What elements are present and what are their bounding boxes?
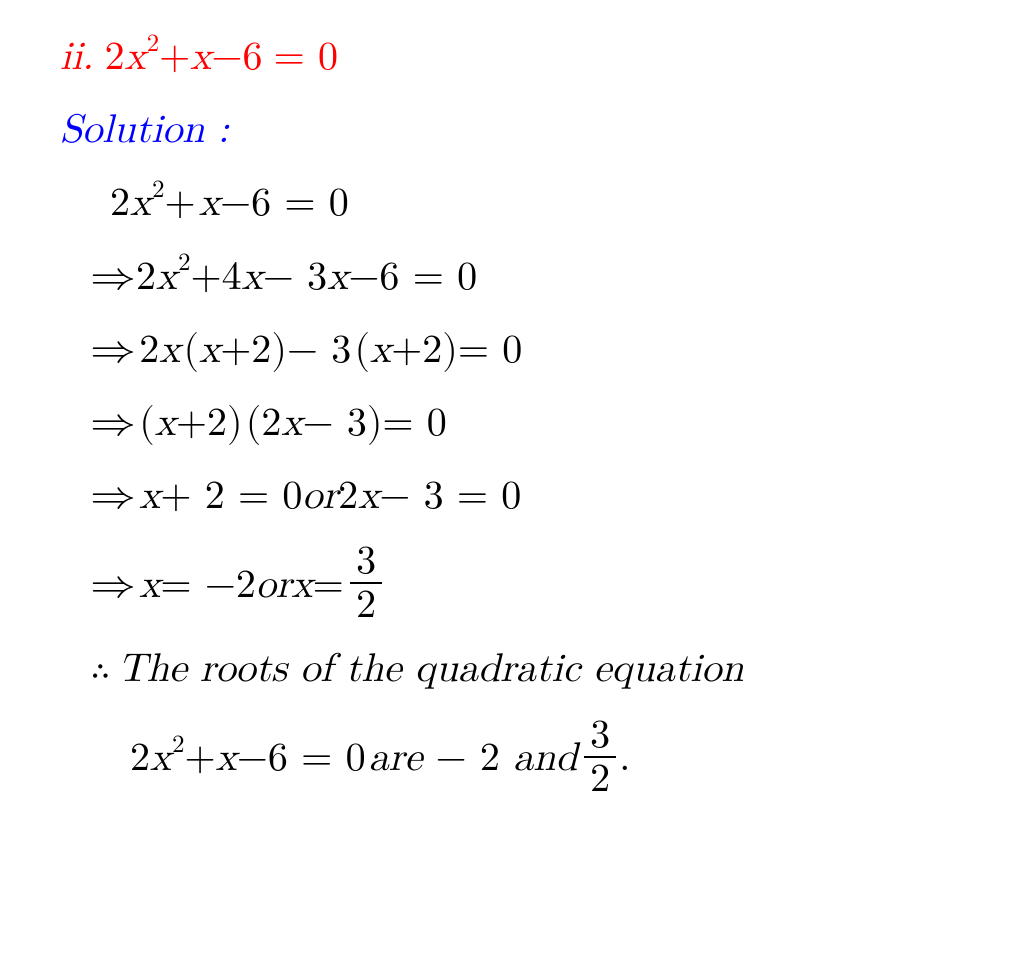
var-x-b: x <box>190 30 211 85</box>
problem-line: ii. 2 x 2 + x − 6 = 0 <box>60 30 1024 85</box>
solution-label-row: Solution : <box>60 103 1024 158</box>
s4-d: = 0 <box>382 396 446 451</box>
s1-a: 2 <box>110 176 130 231</box>
implies-icon: ⇒ <box>90 250 136 305</box>
s5-x1: x <box>139 469 160 524</box>
s4-c2: − 3 <box>302 396 366 451</box>
coef-a: 2 <box>105 30 125 85</box>
s6-x1: x <box>139 558 160 613</box>
step-4: ⇒ ( x +2 ) ( 2 x − 3 ) = 0 <box>60 396 1024 451</box>
exp-2: 2 <box>147 27 159 61</box>
step-1: 2 x 2 + x −6 = 0 <box>60 176 1024 231</box>
minus: − <box>211 30 242 85</box>
c-x: x <box>150 731 171 786</box>
const-c: 6 <box>242 30 262 85</box>
solution-label: Solution : <box>60 103 229 158</box>
s3-b: x <box>199 323 220 378</box>
s4-p4: ) <box>367 396 383 451</box>
s2-bx: x <box>242 250 263 305</box>
s2-cx: x <box>327 250 348 305</box>
s2-d: −6 = 0 <box>348 250 477 305</box>
step-3: ⇒ 2 2x x ( x +2 ) − 3 ( x +2 ) = 0 <box>60 323 1024 378</box>
frac-den: 2 <box>350 582 382 626</box>
s3-f: +2 <box>391 323 442 378</box>
c-plus: + <box>185 731 216 786</box>
s4-p3: ( <box>246 396 262 451</box>
fraction-3-2: 3 2 <box>350 540 382 626</box>
s4-a: x <box>155 396 176 451</box>
s5-a: + 2 = 0 <box>160 469 302 524</box>
s4-p1: ( <box>139 396 155 451</box>
s2-x: x <box>156 250 177 305</box>
s3-d: − 3 <box>287 323 351 378</box>
s2-c: − 3 <box>263 250 327 305</box>
problem-label: ii. <box>60 30 93 85</box>
c-dot: . <box>619 731 630 786</box>
frac-den-b: 2 <box>584 756 616 800</box>
s3-x: x <box>159 323 180 378</box>
s5-bx: x <box>358 469 379 524</box>
s3-p2: ) <box>271 323 287 378</box>
implies-icon: ⇒ <box>90 323 136 378</box>
implies-icon: ⇒ <box>90 396 136 451</box>
var-x: x <box>125 30 146 85</box>
implies-icon: ⇒ <box>90 469 136 524</box>
s2-a: 2 <box>136 250 156 305</box>
s3-g: = 0 <box>458 323 522 378</box>
c-tail: −6 = 0 <box>237 731 366 786</box>
s3-c: +2 <box>220 323 271 378</box>
conclusion-line-2: 2 x 2 + x −6 = 0 are − 2 and 3 2 . <box>60 716 1024 802</box>
frac-num: 3 <box>350 540 382 582</box>
math-solution-page: ii. 2 x 2 + x − 6 = 0 Solution : 2 x 2 +… <box>0 0 1024 802</box>
s6-or: or <box>256 558 292 613</box>
step-2: ⇒ 2 x 2 +4 x − 3 x −6 = 0 <box>60 250 1024 305</box>
s5-b2: − 3 = 0 <box>379 469 521 524</box>
s4-cx: x <box>281 396 302 451</box>
s1-exp: 2 <box>152 173 164 207</box>
c-a: 2 <box>130 731 150 786</box>
s4-c1: 2 <box>261 396 281 451</box>
step-5: ⇒ x + 2 = 0 or 2 x − 3 = 0 <box>60 469 1024 524</box>
s6-a: = −2 <box>160 558 256 613</box>
s1-x2: x <box>199 176 220 231</box>
frac-num-b: 3 <box>584 714 616 756</box>
s1-tail: −6 = 0 <box>220 176 349 231</box>
s2-exp: 2 <box>178 246 190 280</box>
s6-x2: x <box>292 558 313 613</box>
s5-or: or <box>302 469 338 524</box>
rhs: = 0 <box>274 30 338 85</box>
step-6: ⇒ x = −2 or x = 3 2 <box>60 542 1024 628</box>
s1-x: x <box>130 176 151 231</box>
fraction-3-2-b: 3 2 <box>584 714 616 800</box>
s6-b: = <box>313 558 344 613</box>
c-x2: x <box>216 731 237 786</box>
s3-2: 2 <box>139 323 159 378</box>
s3-p3: ( <box>354 323 370 378</box>
s3-e: x <box>370 323 391 378</box>
s2-b: +4 <box>191 250 242 305</box>
conclusion-text-1: The roots of the quadratic equation <box>118 642 744 697</box>
s3-p4: ) <box>442 323 458 378</box>
s4-b: +2 <box>176 396 227 451</box>
s1-plus: + <box>165 176 196 231</box>
c-exp: 2 <box>172 728 184 762</box>
therefore-icon: ∴ <box>90 642 111 697</box>
implies-icon: ⇒ <box>90 558 136 613</box>
s3-p1: ( <box>184 323 200 378</box>
c-mid: are − 2 and <box>366 731 581 786</box>
plus: + <box>159 30 190 85</box>
s5-b1: 2 <box>338 469 358 524</box>
conclusion-line-1: ∴ The roots of the quadratic equation <box>60 642 1024 697</box>
s4-p2: ) <box>227 396 243 451</box>
